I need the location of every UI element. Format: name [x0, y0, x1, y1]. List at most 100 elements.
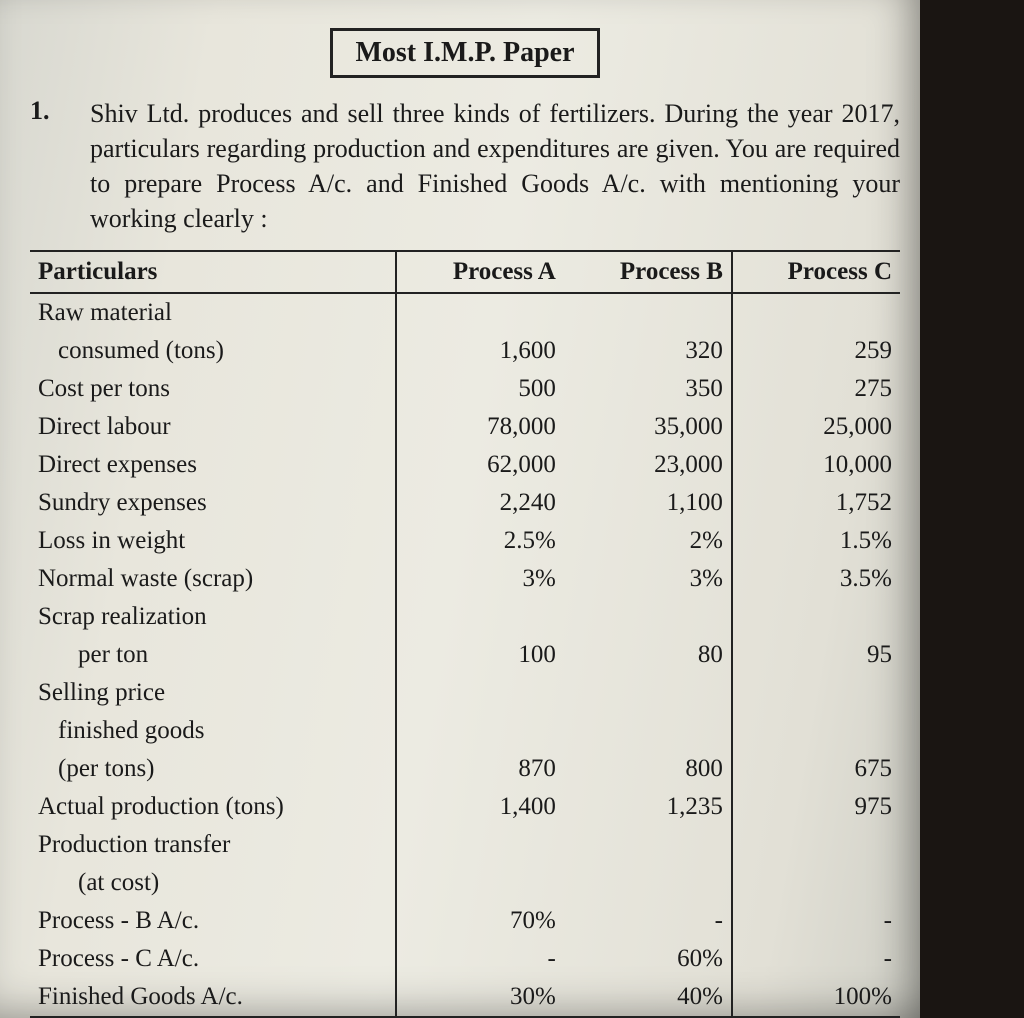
table-row: Normal waste (scrap)3%3%3.5% [30, 560, 900, 598]
cell-particulars: (per tons) [30, 750, 396, 788]
cell-process-b [564, 864, 732, 902]
cell-process-c: - [732, 940, 900, 978]
cell-process-a: - [396, 940, 564, 978]
table-row: Cost per tons500350275 [30, 370, 900, 408]
cell-process-c: 95 [732, 636, 900, 674]
cell-particulars: Loss in weight [30, 522, 396, 560]
cell-process-b [564, 598, 732, 636]
col-header-particulars: Particulars [30, 251, 396, 293]
cell-particulars: Sundry expenses [30, 484, 396, 522]
cell-process-a: 70% [396, 902, 564, 940]
page-title-box: Most I.M.P. Paper [330, 28, 599, 78]
cell-process-c [732, 293, 900, 332]
data-table: Particulars Process A Process B Process … [30, 250, 900, 1018]
table-row: Actual production (tons)1,4001,235975 [30, 788, 900, 826]
cell-process-c: 259 [732, 332, 900, 370]
cell-particulars: Selling price [30, 674, 396, 712]
table-row: Scrap realization [30, 598, 900, 636]
cell-process-c [732, 864, 900, 902]
cell-process-a [396, 864, 564, 902]
table-row: Finished Goods A/c.30%40%100% [30, 978, 900, 1017]
table-row: per ton1008095 [30, 636, 900, 674]
question-number: 1. [30, 96, 70, 236]
cell-process-b: 350 [564, 370, 732, 408]
cell-process-a: 1,400 [396, 788, 564, 826]
table-row: Sundry expenses2,2401,1001,752 [30, 484, 900, 522]
table-body: Raw materialconsumed (tons)1,600320259Co… [30, 293, 900, 1017]
table-row: Production transfer [30, 826, 900, 864]
table-row: Process - C A/c.-60%- [30, 940, 900, 978]
question-row: 1. Shiv Ltd. produces and sell three kin… [30, 96, 900, 236]
cell-process-b: 2% [564, 522, 732, 560]
cell-process-b: 80 [564, 636, 732, 674]
cell-process-b: 1,235 [564, 788, 732, 826]
cell-process-b [564, 826, 732, 864]
cell-process-a [396, 598, 564, 636]
cell-particulars: Direct labour [30, 408, 396, 446]
col-header-process-b: Process B [564, 251, 732, 293]
table-row: Loss in weight2.5%2%1.5% [30, 522, 900, 560]
cell-process-c: 10,000 [732, 446, 900, 484]
cell-process-c [732, 712, 900, 750]
cell-process-c: 3.5% [732, 560, 900, 598]
cell-process-a: 2,240 [396, 484, 564, 522]
table-row: Direct expenses62,00023,00010,000 [30, 446, 900, 484]
cell-particulars: Process - C A/c. [30, 940, 396, 978]
cell-process-c: 275 [732, 370, 900, 408]
table-row: Selling price [30, 674, 900, 712]
cell-process-a: 870 [396, 750, 564, 788]
cell-process-a: 100 [396, 636, 564, 674]
cell-process-b: 40% [564, 978, 732, 1017]
cell-process-a: 2.5% [396, 522, 564, 560]
cell-particulars: Raw material [30, 293, 396, 332]
cell-process-c: 1,752 [732, 484, 900, 522]
cell-process-b: 35,000 [564, 408, 732, 446]
table-row: (at cost) [30, 864, 900, 902]
cell-process-c: - [732, 902, 900, 940]
cell-process-b: 800 [564, 750, 732, 788]
cell-particulars: Normal waste (scrap) [30, 560, 396, 598]
cell-particulars: Cost per tons [30, 370, 396, 408]
cell-process-c: 25,000 [732, 408, 900, 446]
cell-process-b: 320 [564, 332, 732, 370]
cell-particulars: per ton [30, 636, 396, 674]
cell-process-b [564, 712, 732, 750]
cell-process-b [564, 674, 732, 712]
table-row: consumed (tons)1,600320259 [30, 332, 900, 370]
cell-process-c: 975 [732, 788, 900, 826]
cell-process-c [732, 826, 900, 864]
cell-process-c [732, 674, 900, 712]
cell-process-a [396, 826, 564, 864]
cell-process-a: 78,000 [396, 408, 564, 446]
cell-particulars: Scrap realization [30, 598, 396, 636]
cell-particulars: Finished Goods A/c. [30, 978, 396, 1017]
cell-particulars: Actual production (tons) [30, 788, 396, 826]
cell-process-a [396, 674, 564, 712]
cell-process-c: 100% [732, 978, 900, 1017]
cell-process-c [732, 598, 900, 636]
table-row: Process - B A/c.70%-- [30, 902, 900, 940]
cell-particulars: finished goods [30, 712, 396, 750]
title-wrap: Most I.M.P. Paper [30, 28, 900, 96]
cell-particulars: consumed (tons) [30, 332, 396, 370]
question-text: Shiv Ltd. produces and sell three kinds … [90, 96, 900, 236]
cell-particulars: (at cost) [30, 864, 396, 902]
table-row: Direct labour78,00035,00025,000 [30, 408, 900, 446]
table-header-row: Particulars Process A Process B Process … [30, 251, 900, 293]
cell-process-a: 30% [396, 978, 564, 1017]
cell-process-b: - [564, 902, 732, 940]
page-title: Most I.M.P. Paper [355, 37, 574, 68]
cell-process-a: 500 [396, 370, 564, 408]
cell-process-a [396, 293, 564, 332]
cell-process-a: 1,600 [396, 332, 564, 370]
cell-process-b: 3% [564, 560, 732, 598]
col-header-process-c: Process C [732, 251, 900, 293]
cell-process-a: 62,000 [396, 446, 564, 484]
cell-process-b: 23,000 [564, 446, 732, 484]
cell-process-b: 1,100 [564, 484, 732, 522]
table-row: finished goods [30, 712, 900, 750]
cell-particulars: Production transfer [30, 826, 396, 864]
cell-particulars: Direct expenses [30, 446, 396, 484]
cell-process-a [396, 712, 564, 750]
cell-process-b: 60% [564, 940, 732, 978]
